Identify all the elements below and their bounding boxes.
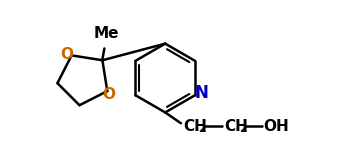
Text: 2: 2 [198,124,206,134]
Text: CH: CH [224,119,248,134]
Text: 2: 2 [239,124,247,134]
Text: O: O [60,47,73,62]
Text: OH: OH [263,119,289,134]
Text: CH: CH [183,119,207,134]
Text: O: O [102,86,115,102]
Text: N: N [195,84,209,102]
Text: Me: Me [94,26,119,41]
